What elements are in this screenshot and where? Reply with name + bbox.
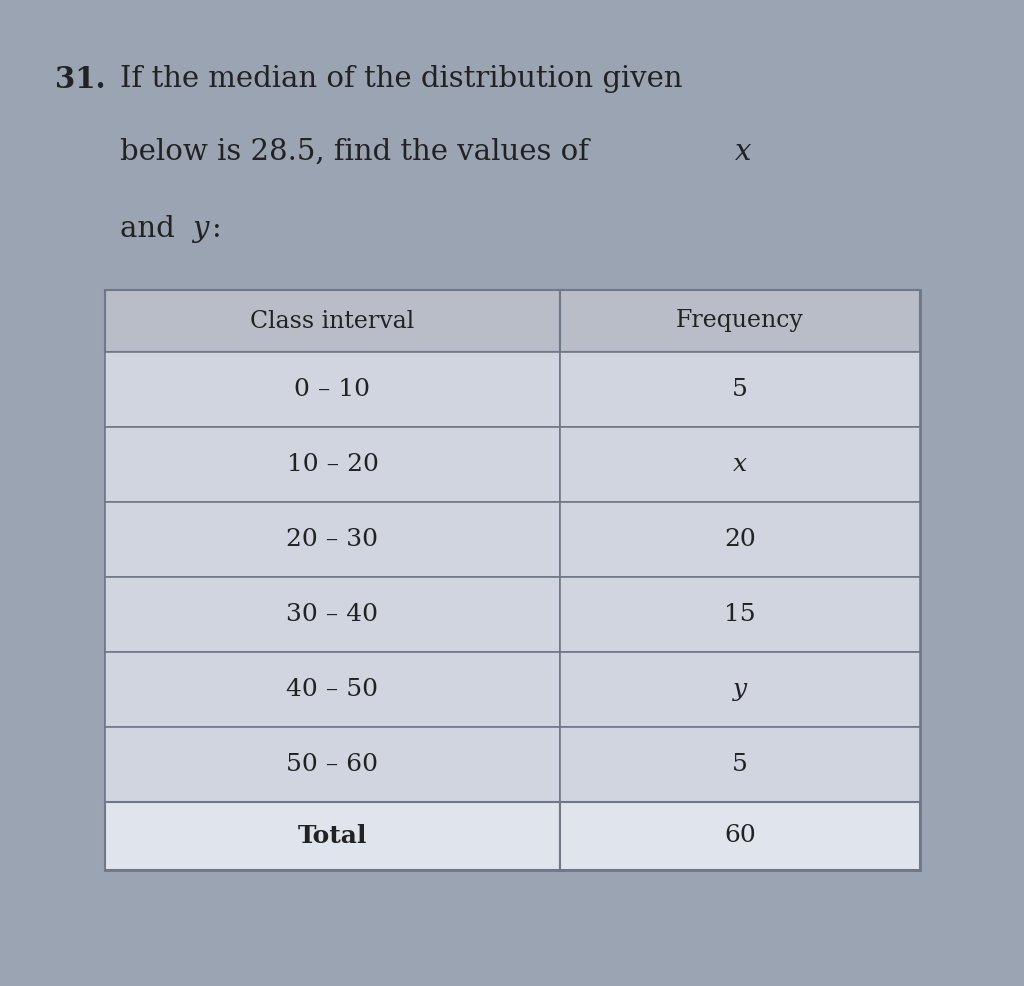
Text: 20 – 30: 20 – 30 (287, 528, 379, 551)
Bar (105, 290, 920, 870)
Text: 31.: 31. (55, 65, 105, 94)
Bar (560, 352, 920, 427)
Text: Class interval: Class interval (251, 310, 415, 332)
Bar (560, 427, 920, 502)
Text: 20: 20 (724, 528, 756, 551)
Bar (560, 502, 920, 577)
Text: 50 – 60: 50 – 60 (287, 753, 379, 776)
Bar (105, 427, 560, 502)
Bar (560, 290, 920, 352)
Text: y: y (733, 678, 748, 701)
Bar (560, 802, 920, 870)
Text: 10 – 20: 10 – 20 (287, 453, 379, 476)
Text: :: : (212, 215, 222, 243)
Text: and: and (120, 215, 184, 243)
Bar (105, 727, 560, 802)
Bar (105, 352, 560, 427)
Text: Frequency: Frequency (676, 310, 804, 332)
Text: If the median of the distribution given: If the median of the distribution given (120, 65, 683, 93)
Text: 60: 60 (724, 824, 756, 848)
Text: 5: 5 (732, 378, 748, 401)
Text: Total: Total (298, 824, 368, 848)
Bar (560, 727, 920, 802)
Bar (105, 652, 560, 727)
Text: x: x (735, 138, 752, 166)
Text: 15: 15 (724, 603, 756, 626)
Text: below is 28.5, find the values of: below is 28.5, find the values of (120, 138, 598, 166)
Text: 0 – 10: 0 – 10 (295, 378, 371, 401)
Text: x: x (733, 453, 748, 476)
Bar (560, 577, 920, 652)
Text: y: y (193, 215, 209, 243)
Text: 30 – 40: 30 – 40 (287, 603, 379, 626)
Bar (105, 802, 560, 870)
Bar (105, 502, 560, 577)
Bar (560, 652, 920, 727)
Bar (105, 577, 560, 652)
Bar (105, 290, 560, 352)
Text: 40 – 50: 40 – 50 (287, 678, 379, 701)
Text: 5: 5 (732, 753, 748, 776)
